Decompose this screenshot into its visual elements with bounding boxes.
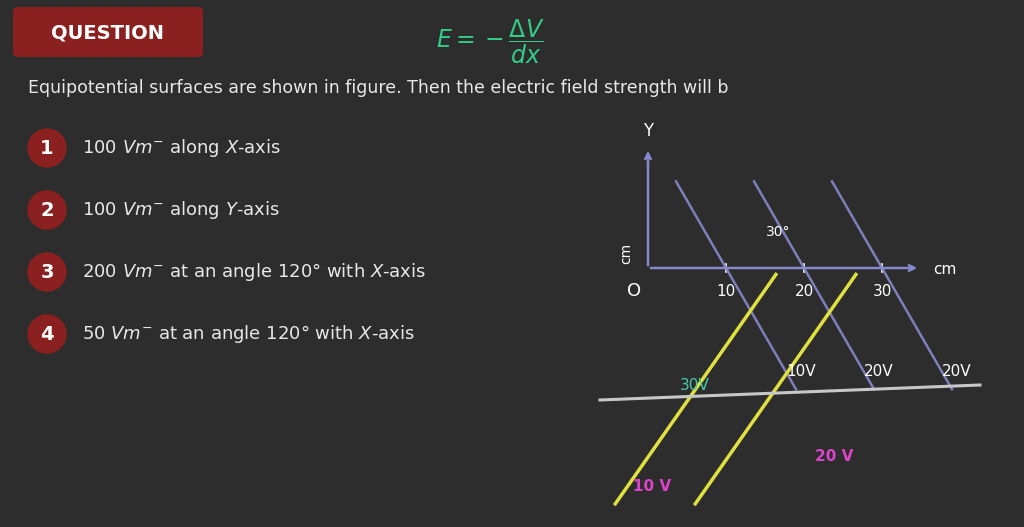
Text: 30°: 30° <box>766 225 791 239</box>
Text: cm: cm <box>618 242 633 264</box>
Text: $E = -\dfrac{\Delta V}{dx}$: $E = -\dfrac{\Delta V}{dx}$ <box>435 18 545 66</box>
Text: 30: 30 <box>872 284 892 299</box>
Text: 20V: 20V <box>942 364 972 379</box>
Text: 30V: 30V <box>680 378 710 393</box>
Text: 2: 2 <box>40 200 54 220</box>
Text: O: O <box>627 282 641 300</box>
Text: Equipotential surfaces are shown in figure. Then the electric field strength wil: Equipotential surfaces are shown in figu… <box>28 79 728 97</box>
Text: 10 V: 10 V <box>633 479 672 494</box>
Circle shape <box>28 191 66 229</box>
Circle shape <box>28 315 66 353</box>
Text: 4: 4 <box>40 325 54 344</box>
Text: 200 $Vm^{-}$ at an angle 120° with $X$-axis: 200 $Vm^{-}$ at an angle 120° with $X$-a… <box>82 261 426 283</box>
Text: 1: 1 <box>40 139 54 158</box>
Text: 50 $Vm^{-}$ at an angle 120° with $X$-axis: 50 $Vm^{-}$ at an angle 120° with $X$-ax… <box>82 323 415 345</box>
Text: cm: cm <box>933 261 956 277</box>
Text: QUESTION: QUESTION <box>51 24 165 43</box>
FancyBboxPatch shape <box>13 7 203 57</box>
Circle shape <box>28 129 66 167</box>
Text: 20: 20 <box>795 284 814 299</box>
Text: 100 $Vm^{-}$ along $X$-axis: 100 $Vm^{-}$ along $X$-axis <box>82 137 281 159</box>
Text: Y: Y <box>643 122 653 140</box>
Text: 20 V: 20 V <box>815 449 854 464</box>
Text: 3: 3 <box>40 262 53 281</box>
Text: 100 $Vm^{-}$ along $Y$-axis: 100 $Vm^{-}$ along $Y$-axis <box>82 199 280 221</box>
Text: 10: 10 <box>717 284 735 299</box>
Text: 10V: 10V <box>786 364 816 379</box>
Circle shape <box>28 253 66 291</box>
Text: 20V: 20V <box>864 364 894 379</box>
